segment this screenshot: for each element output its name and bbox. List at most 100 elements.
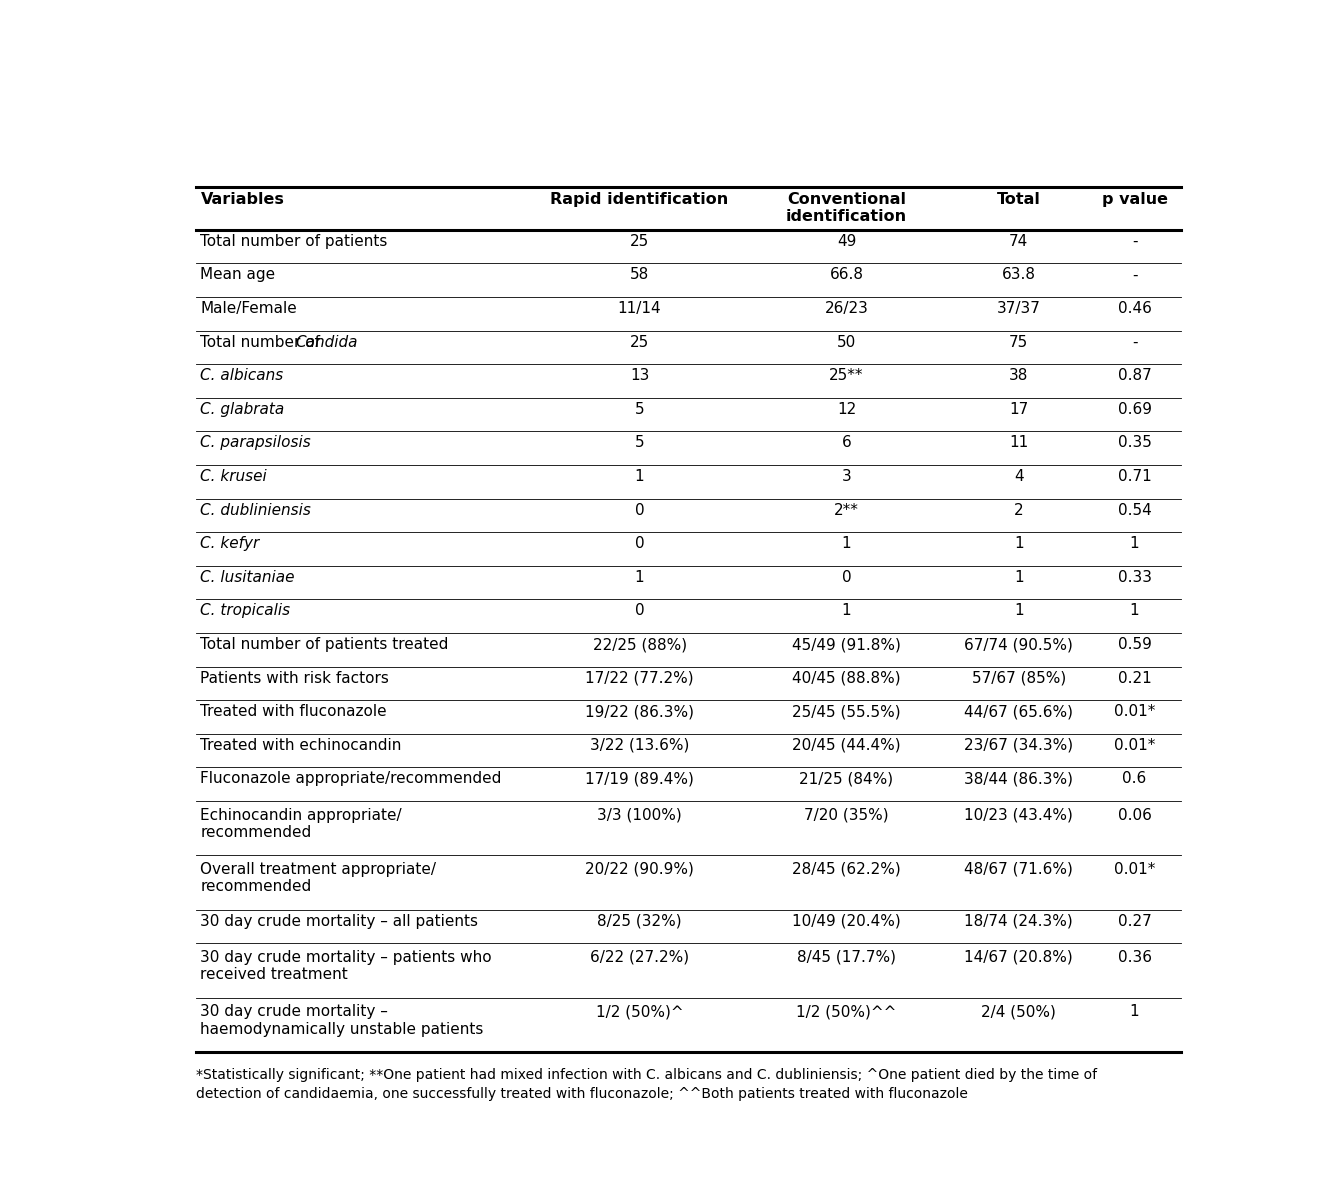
- Text: C. tropicalis: C. tropicalis: [201, 604, 290, 618]
- Text: 28/45 (62.2%): 28/45 (62.2%): [792, 862, 900, 876]
- Text: 0.46: 0.46: [1117, 301, 1152, 315]
- Text: 40/45 (88.8%): 40/45 (88.8%): [792, 670, 900, 686]
- Text: 30 day crude mortality – patients who
received treatment: 30 day crude mortality – patients who re…: [201, 950, 492, 982]
- Text: 0: 0: [634, 536, 645, 551]
- Text: 7/20 (35%): 7/20 (35%): [804, 808, 888, 823]
- Text: Treated with echinocandin: Treated with echinocandin: [201, 738, 401, 753]
- Text: C. kefyr: C. kefyr: [201, 536, 260, 551]
- Text: 3/22 (13.6%): 3/22 (13.6%): [590, 738, 689, 753]
- Text: 30 day crude mortality – all patients: 30 day crude mortality – all patients: [201, 913, 479, 929]
- Text: 12: 12: [836, 402, 856, 416]
- Text: Male/Female: Male/Female: [201, 301, 297, 315]
- Text: -: -: [1132, 334, 1137, 350]
- Text: 45/49 (91.8%): 45/49 (91.8%): [792, 637, 900, 652]
- Text: 19/22 (86.3%): 19/22 (86.3%): [585, 704, 694, 719]
- Text: 0.6: 0.6: [1123, 771, 1147, 786]
- Text: -: -: [1132, 234, 1137, 249]
- Text: 0.01*: 0.01*: [1115, 862, 1155, 876]
- Text: 0: 0: [634, 604, 645, 618]
- Text: Conventional
identification: Conventional identification: [785, 192, 907, 224]
- Text: 30 day crude mortality –
haemodynamically unstable patients: 30 day crude mortality – haemodynamicall…: [201, 1005, 484, 1037]
- Text: 1: 1: [842, 536, 851, 551]
- Text: 0.35: 0.35: [1117, 435, 1152, 451]
- Text: 0.01*: 0.01*: [1115, 738, 1155, 753]
- Text: p value: p value: [1101, 192, 1168, 206]
- Text: 8/25 (32%): 8/25 (32%): [597, 913, 682, 929]
- Text: 3/3 (100%): 3/3 (100%): [597, 808, 682, 823]
- Text: 10/49 (20.4%): 10/49 (20.4%): [792, 913, 900, 929]
- Text: 2**: 2**: [834, 503, 859, 517]
- Text: 1: 1: [1129, 536, 1140, 551]
- Text: 48/67 (71.6%): 48/67 (71.6%): [965, 862, 1073, 876]
- Text: Treated with fluconazole: Treated with fluconazole: [201, 704, 387, 719]
- Text: 37/37: 37/37: [997, 301, 1041, 315]
- Text: 75: 75: [1009, 334, 1029, 350]
- Text: 10/23 (43.4%): 10/23 (43.4%): [965, 808, 1073, 823]
- Text: C. glabrata: C. glabrata: [201, 402, 285, 416]
- Text: -: -: [1132, 267, 1137, 282]
- Text: Total number of: Total number of: [201, 334, 325, 350]
- Text: 2: 2: [1014, 503, 1024, 517]
- Text: 0.33: 0.33: [1117, 569, 1152, 585]
- Text: Fluconazole appropriate/recommended: Fluconazole appropriate/recommended: [201, 771, 502, 786]
- Text: 0.21: 0.21: [1117, 670, 1152, 686]
- Text: C. parapsilosis: C. parapsilosis: [201, 435, 312, 451]
- Text: *Statistically significant; **One patient had mixed infection with C. albicans a: *Statistically significant; **One patien…: [197, 1069, 1097, 1101]
- Text: 25**: 25**: [830, 368, 864, 383]
- Text: 23/67 (34.3%): 23/67 (34.3%): [965, 738, 1073, 753]
- Text: 11/14: 11/14: [618, 301, 661, 315]
- Text: Echinocandin appropriate/
recommended: Echinocandin appropriate/ recommended: [201, 808, 401, 840]
- Text: 21/25 (84%): 21/25 (84%): [799, 771, 894, 786]
- Text: C. dubliniensis: C. dubliniensis: [201, 503, 312, 517]
- Text: 18/74 (24.3%): 18/74 (24.3%): [965, 913, 1073, 929]
- Text: C. krusei: C. krusei: [201, 468, 268, 484]
- Text: 17: 17: [1009, 402, 1029, 416]
- Text: Overall treatment appropriate/
recommended: Overall treatment appropriate/ recommend…: [201, 862, 436, 894]
- Text: 0.01*: 0.01*: [1115, 704, 1155, 719]
- Text: 1/2 (50%)^: 1/2 (50%)^: [595, 1005, 684, 1019]
- Text: 25: 25: [630, 234, 649, 249]
- Text: 3: 3: [842, 468, 851, 484]
- Text: Variables: Variables: [201, 192, 284, 206]
- Text: 58: 58: [630, 267, 649, 282]
- Text: 57/67 (85%): 57/67 (85%): [971, 670, 1066, 686]
- Text: 1: 1: [1014, 569, 1024, 585]
- Text: 1: 1: [1129, 604, 1140, 618]
- Text: 0: 0: [842, 569, 851, 585]
- Text: 2/4 (50%): 2/4 (50%): [981, 1005, 1056, 1019]
- Text: 0.36: 0.36: [1117, 950, 1152, 965]
- Text: 0.27: 0.27: [1117, 913, 1152, 929]
- Text: 17/22 (77.2%): 17/22 (77.2%): [585, 670, 694, 686]
- Text: 5: 5: [634, 435, 645, 451]
- Text: Mean age: Mean age: [201, 267, 276, 282]
- Text: 44/67 (65.6%): 44/67 (65.6%): [965, 704, 1073, 719]
- Text: 0: 0: [634, 503, 645, 517]
- Text: 0.59: 0.59: [1117, 637, 1152, 652]
- Text: 0.06: 0.06: [1117, 808, 1152, 823]
- Text: 1: 1: [634, 569, 645, 585]
- Text: 1: 1: [634, 468, 645, 484]
- Text: 63.8: 63.8: [1002, 267, 1036, 282]
- Text: 66.8: 66.8: [830, 267, 863, 282]
- Text: 20/45 (44.4%): 20/45 (44.4%): [792, 738, 900, 753]
- Text: 14/67 (20.8%): 14/67 (20.8%): [965, 950, 1073, 965]
- Text: Candida: Candida: [296, 334, 359, 350]
- Text: Rapid identification: Rapid identification: [550, 192, 729, 206]
- Text: 1: 1: [1014, 536, 1024, 551]
- Text: 1/2 (50%)^^: 1/2 (50%)^^: [796, 1005, 896, 1019]
- Text: 25: 25: [630, 334, 649, 350]
- Text: Total: Total: [997, 192, 1041, 206]
- Text: 0.69: 0.69: [1117, 402, 1152, 416]
- Text: 0.87: 0.87: [1117, 368, 1152, 383]
- Text: C. lusitaniae: C. lusitaniae: [201, 569, 294, 585]
- Text: 38/44 (86.3%): 38/44 (86.3%): [965, 771, 1073, 786]
- Text: 49: 49: [836, 234, 856, 249]
- Text: 1: 1: [842, 604, 851, 618]
- Text: 17/19 (89.4%): 17/19 (89.4%): [585, 771, 694, 786]
- Text: 8/45 (17.7%): 8/45 (17.7%): [797, 950, 896, 965]
- Text: 20/22 (90.9%): 20/22 (90.9%): [585, 862, 694, 876]
- Text: 0.71: 0.71: [1117, 468, 1152, 484]
- Text: C. albicans: C. albicans: [201, 368, 284, 383]
- Text: 1: 1: [1129, 1005, 1140, 1019]
- Text: 38: 38: [1009, 368, 1029, 383]
